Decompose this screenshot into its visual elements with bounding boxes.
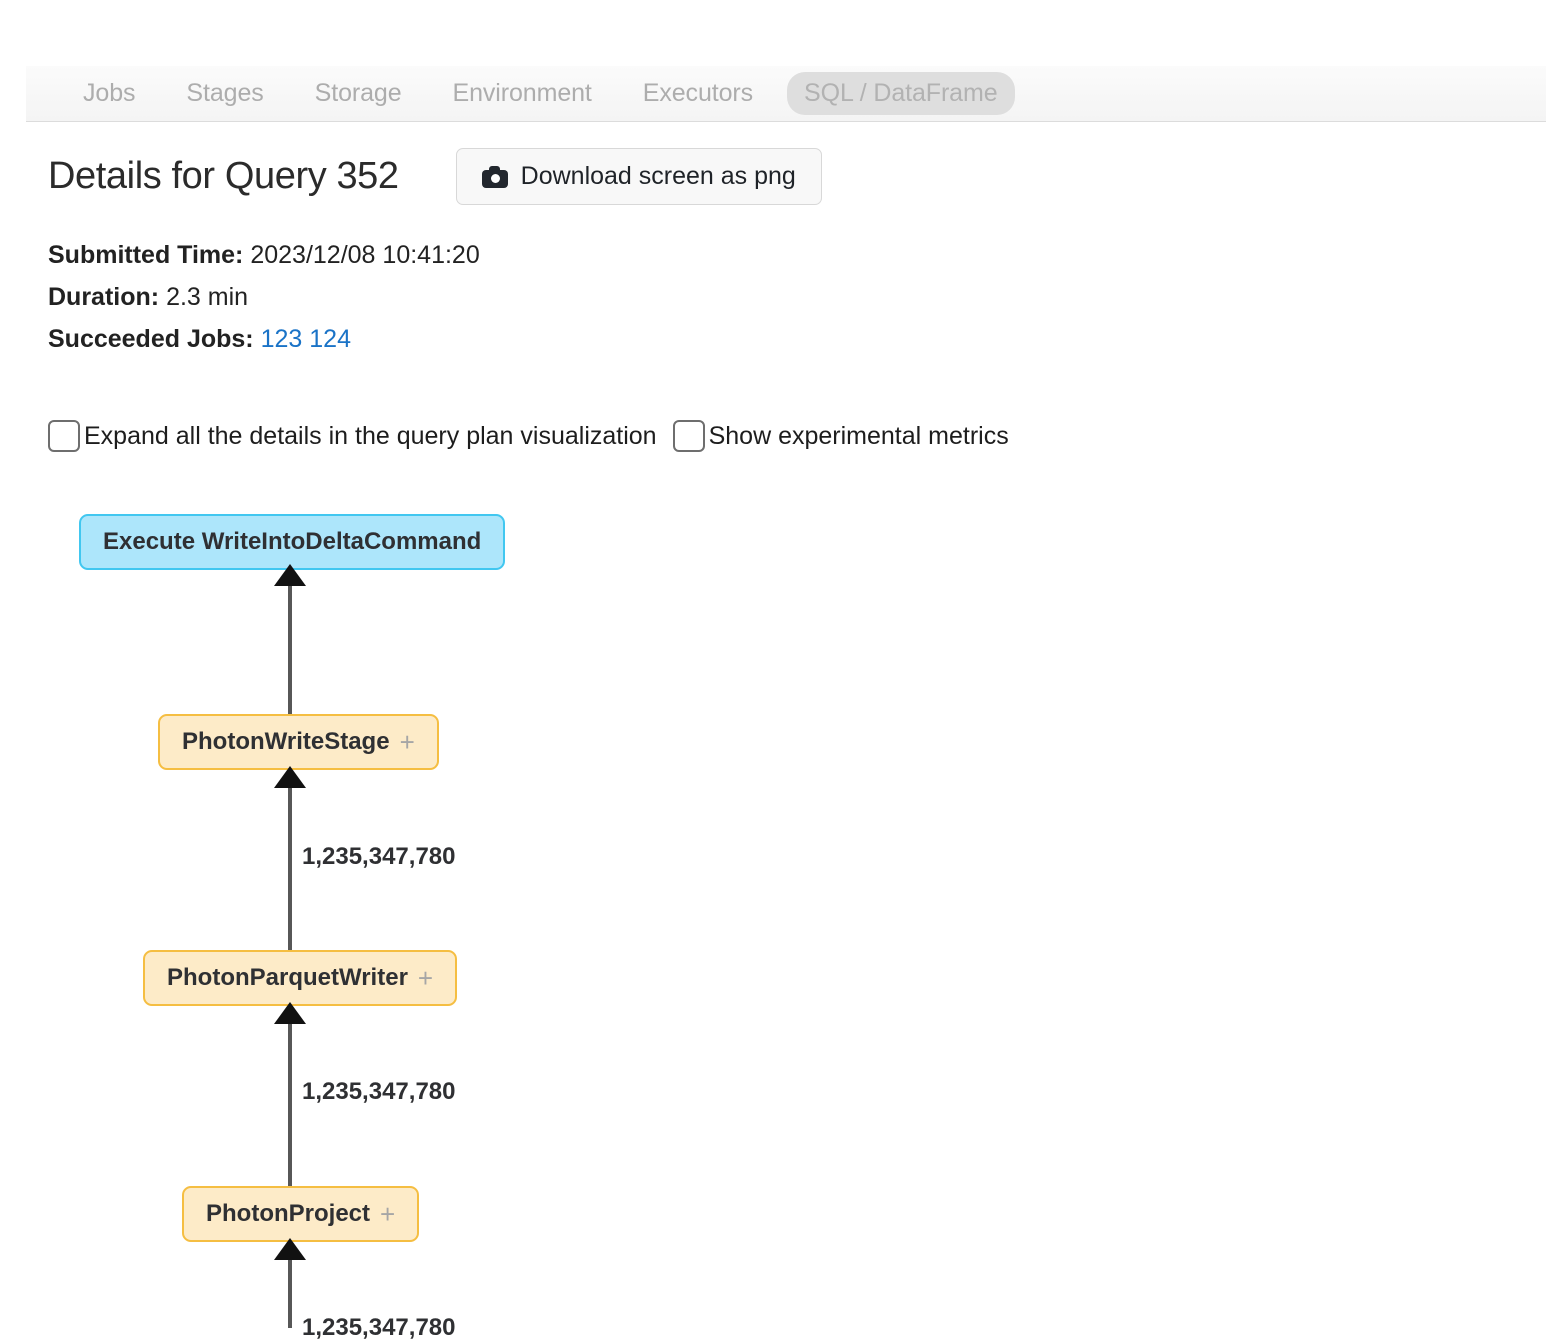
plan-edge-label-2: 1,235,347,780 <box>302 1078 456 1105</box>
show-experimental-metrics-checkbox[interactable] <box>672 420 705 452</box>
query-metadata: Submitted Time: 2023/12/08 10:41:20 Dura… <box>48 234 480 360</box>
download-screen-as-png-button[interactable]: Download screen as png <box>455 148 822 205</box>
plan-edge-arrow-1 <box>274 564 306 586</box>
plan-edge-label-1: 1,235,347,780 <box>302 843 456 870</box>
show-experimental-metrics-label: Show experimental metrics <box>708 421 1009 450</box>
nav-tab-stages[interactable]: Stages <box>186 79 264 107</box>
duration-row: Duration: 2.3 min <box>48 276 480 318</box>
expand-all-details-checkbox[interactable] <box>48 420 80 452</box>
submitted-time-value: 2023/12/08 10:41:20 <box>250 241 480 269</box>
duration-label: Duration: <box>48 283 160 311</box>
plan-options-row: Expand all the details in the query plan… <box>48 420 1025 452</box>
plan-edge-line-4 <box>288 1246 292 1328</box>
nav-tab-storage[interactable]: Storage <box>314 79 402 107</box>
nav-tab-environment[interactable]: Environment <box>452 79 592 107</box>
download-button-label: Download screen as png <box>520 162 796 190</box>
plan-node-label: Execute WriteIntoDeltaCommand <box>103 528 482 555</box>
plan-node-label: PhotonProject <box>206 1200 371 1227</box>
camera-icon <box>481 165 508 188</box>
plan-node-expand-icon[interactable]: + <box>399 726 415 757</box>
query-plan-visualization: Execute WriteIntoDeltaCommand PhotonWrit… <box>0 498 1546 1341</box>
plan-node-photonproject[interactable]: PhotonProject + <box>182 1186 420 1242</box>
main-navbar: Jobs Stages Storage Environment Executor… <box>26 66 1546 122</box>
succeeded-jobs-row: Succeeded Jobs: 123 124 <box>48 318 480 360</box>
plan-node-expand-icon[interactable]: + <box>380 1198 396 1229</box>
plan-node-execute-writeintodeltacommand[interactable]: Execute WriteIntoDeltaCommand <box>79 514 506 570</box>
succeeded-jobs-label: Succeeded Jobs: <box>48 325 254 353</box>
plan-node-photonparquetwriter[interactable]: PhotonParquetWriter + <box>143 950 458 1006</box>
plan-edge-arrow-2 <box>274 766 306 788</box>
plan-node-label: PhotonWriteStage <box>182 728 390 755</box>
plan-edge-line-2 <box>288 774 292 958</box>
succeeded-job-link-124[interactable]: 124 <box>309 325 351 353</box>
plan-edge-arrow-4 <box>274 1238 306 1260</box>
plan-edge-arrow-3 <box>274 1002 306 1024</box>
nav-tab-sql-dataframe[interactable]: SQL / DataFrame <box>787 72 1015 115</box>
page-title: Details for Query 352 <box>48 155 399 197</box>
expand-all-details-label: Expand all the details in the query plan… <box>84 421 657 450</box>
page-header: Details for Query 352 Download screen as… <box>48 148 822 205</box>
nav-tab-jobs[interactable]: Jobs <box>83 79 136 107</box>
submitted-time-label: Submitted Time: <box>48 241 244 269</box>
duration-value: 2.3 min <box>166 283 249 311</box>
plan-edge-line-1 <box>288 574 292 722</box>
nav-tab-executors[interactable]: Executors <box>642 79 754 107</box>
submitted-time-row: Submitted Time: 2023/12/08 10:41:20 <box>48 234 480 276</box>
plan-edge-label-3: 1,235,347,780 <box>302 1314 456 1341</box>
plan-edge-line-3 <box>288 1010 292 1194</box>
plan-node-label: PhotonParquetWriter <box>167 964 408 991</box>
plan-node-photonwritestage[interactable]: PhotonWriteStage + <box>158 714 439 770</box>
succeeded-job-link-123[interactable]: 123 <box>260 325 303 353</box>
plan-node-expand-icon[interactable]: + <box>417 962 434 993</box>
